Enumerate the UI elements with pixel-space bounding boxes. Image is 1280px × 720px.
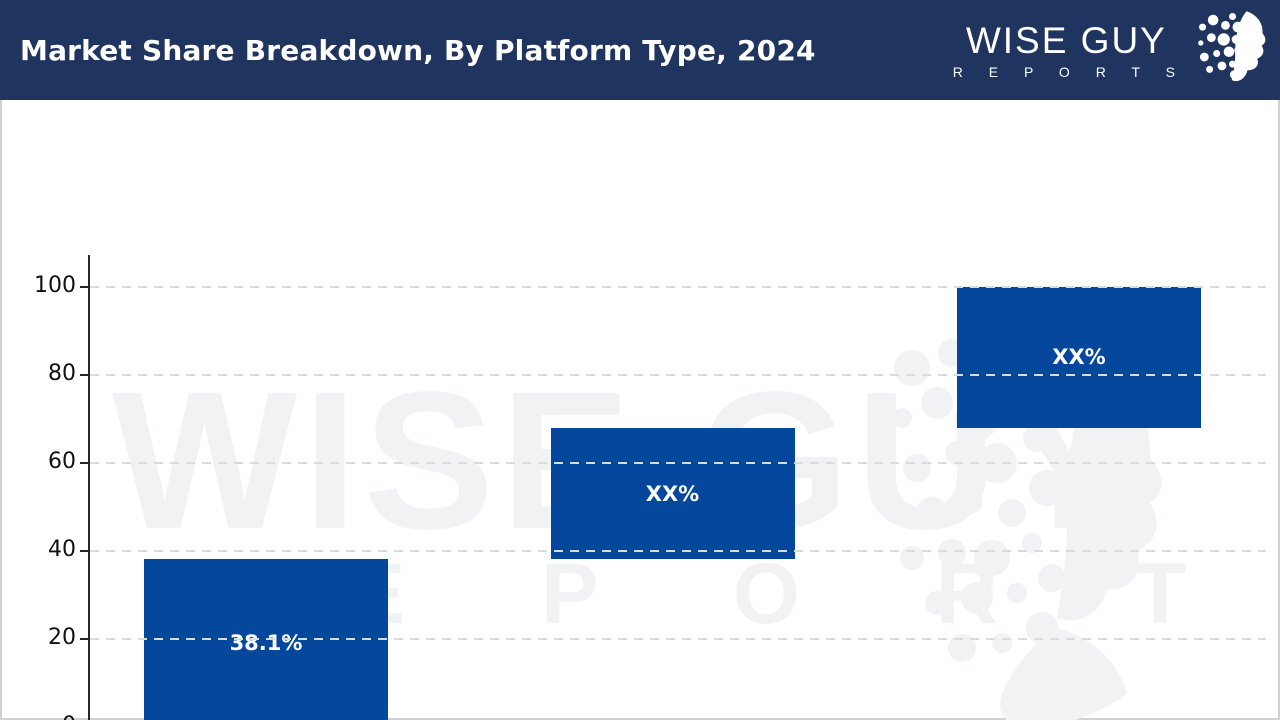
y-tick-mark	[80, 286, 90, 288]
wise-guy-reports-logo: WISE GUY R E P O R T S	[947, 8, 1266, 92]
header-banner: Market Share Breakdown, By Platform Type…	[0, 0, 1280, 100]
waterfall-bar: XX%	[957, 287, 1201, 428]
y-tick-label: 80	[48, 361, 76, 386]
y-tick-label: 100	[34, 273, 76, 298]
y-gridline	[90, 550, 1266, 552]
y-gridline	[90, 286, 1266, 288]
y-tick-mark	[80, 374, 90, 376]
y-tick-label: 20	[48, 625, 76, 650]
y-tick-mark	[80, 462, 90, 464]
y-tick-label: 0	[2, 713, 76, 720]
chart-canvas: WISE GUY R E P O R T S	[0, 100, 1280, 720]
y-gridline	[90, 462, 1266, 464]
bar-value-label: XX%	[1052, 345, 1106, 370]
y-axis-spine	[88, 255, 90, 720]
bar-value-label: 38.1%	[229, 631, 303, 656]
bar-value-label: XX%	[645, 481, 700, 506]
y-gridline	[90, 638, 1266, 640]
y-tick-label: 60	[48, 449, 76, 474]
plot-stage: WISE GUY R E P O R T S	[2, 100, 1280, 720]
chart-title: Market Share Breakdown, By Platform Type…	[20, 33, 816, 67]
face-dots-icon	[1198, 11, 1266, 82]
logo-subtitle: R E P O R T S	[952, 63, 1186, 80]
logo-text: WISE GUY R E P O R T S	[947, 22, 1186, 79]
y-tick-mark	[80, 550, 90, 552]
y-gridline	[90, 374, 1266, 376]
y-tick-label: 40	[48, 537, 76, 562]
logo-wordmark: WISE GUY	[965, 19, 1167, 61]
waterfall-bar: XX%	[550, 427, 795, 560]
y-tick-mark	[80, 638, 90, 640]
